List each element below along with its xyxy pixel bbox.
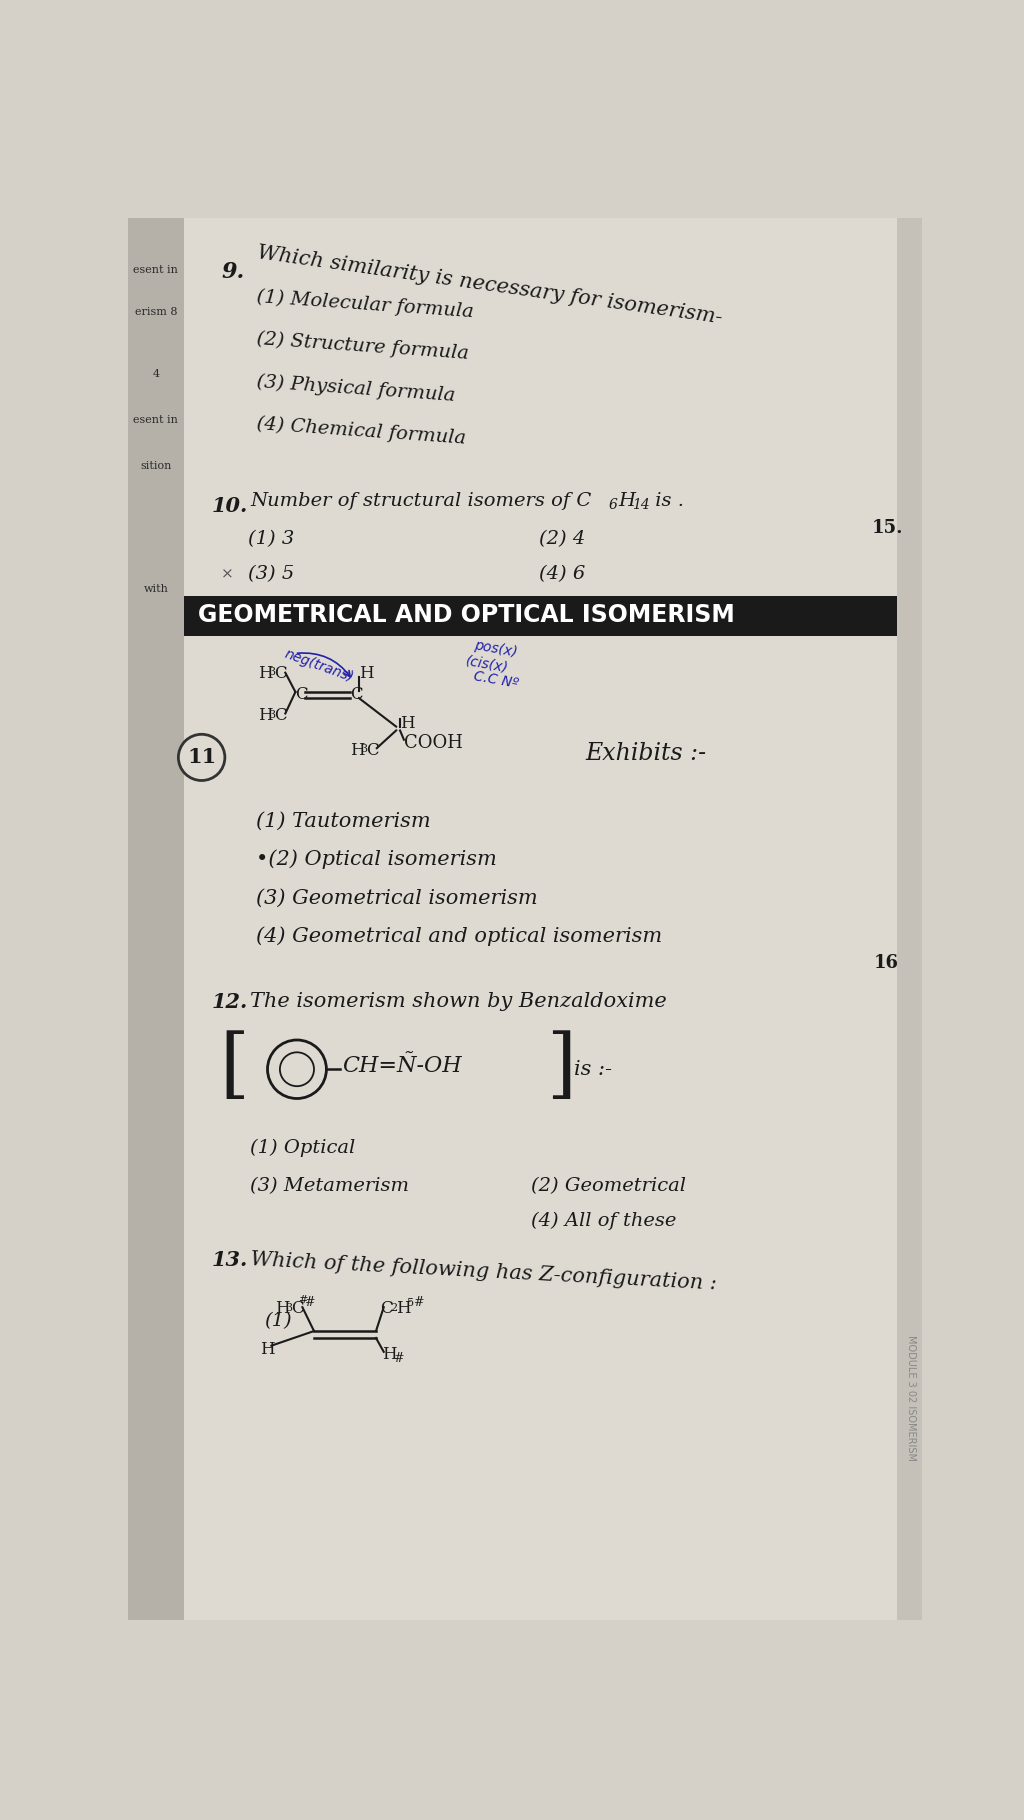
Text: esent in: esent in	[133, 415, 178, 424]
Text: 16: 16	[873, 954, 898, 972]
Text: esent in: esent in	[133, 264, 178, 275]
Text: H: H	[349, 743, 365, 759]
Text: •(2) Optical isomerism: •(2) Optical isomerism	[256, 850, 497, 870]
Text: C: C	[295, 686, 308, 703]
Text: H: H	[258, 664, 272, 682]
Text: with: with	[143, 584, 168, 593]
Circle shape	[178, 733, 225, 781]
Text: 13.: 13.	[212, 1250, 248, 1270]
Text: #: #	[304, 1296, 314, 1309]
Text: 9.: 9.	[221, 260, 245, 282]
Text: (1): (1)	[263, 1312, 291, 1330]
Text: ]: ]	[547, 1030, 577, 1105]
Text: 3: 3	[268, 710, 275, 719]
Text: 5: 5	[407, 1298, 414, 1309]
Text: 14: 14	[632, 499, 649, 511]
Text: sition: sition	[140, 460, 172, 471]
Text: H: H	[400, 715, 415, 732]
Text: 4: 4	[153, 369, 160, 379]
Text: (4) All of these: (4) All of these	[531, 1212, 677, 1230]
Text: CH=Ñ-OH: CH=Ñ-OH	[342, 1056, 462, 1077]
Text: C: C	[380, 1299, 392, 1318]
Text: Which similarity is necessary for isomerism-: Which similarity is necessary for isomer…	[256, 244, 723, 328]
Text: pos(x): pos(x)	[473, 639, 518, 659]
Text: [: [	[219, 1030, 249, 1105]
Text: (2) 4: (2) 4	[539, 530, 585, 548]
Text: C.C Nº: C.C Nº	[473, 668, 520, 690]
Text: erism 8: erism 8	[134, 308, 177, 317]
Text: #: #	[414, 1296, 424, 1309]
Text: H: H	[275, 1299, 290, 1318]
Text: H: H	[382, 1347, 397, 1363]
Text: (3) Geometrical isomerism: (3) Geometrical isomerism	[256, 888, 538, 908]
Text: H: H	[260, 1341, 274, 1358]
Text: C: C	[292, 1299, 304, 1318]
Text: Exhibits :-: Exhibits :-	[586, 743, 707, 764]
Text: Number of structural isomers of C: Number of structural isomers of C	[251, 491, 592, 510]
Text: (1) Molecular formula: (1) Molecular formula	[256, 288, 474, 320]
Text: (4) Geometrical and optical isomerism: (4) Geometrical and optical isomerism	[256, 926, 662, 946]
Text: The isomerism shown by Benzaldoxime: The isomerism shown by Benzaldoxime	[251, 992, 668, 1012]
Text: 2: 2	[390, 1303, 397, 1312]
Text: Which of the following has Z-configuration :: Which of the following has Z-configurati…	[251, 1250, 718, 1294]
Text: 3: 3	[286, 1303, 293, 1312]
Text: (2) Structure formula: (2) Structure formula	[256, 329, 469, 362]
Text: 10.: 10.	[212, 495, 248, 515]
Text: (3) Physical formula: (3) Physical formula	[256, 373, 456, 404]
Text: 11: 11	[187, 748, 216, 768]
Text: COOH: COOH	[403, 733, 463, 752]
Text: (1) Optical: (1) Optical	[251, 1139, 355, 1158]
Text: (4) Chemical formula: (4) Chemical formula	[256, 415, 466, 448]
Text: H: H	[258, 708, 272, 724]
Text: 6: 6	[608, 499, 617, 511]
Text: H: H	[617, 491, 635, 510]
Text: #: #	[299, 1294, 308, 1305]
Text: H: H	[359, 664, 374, 682]
Text: (3) Metamerism: (3) Metamerism	[251, 1178, 410, 1196]
Text: (cis(x): (cis(x)	[465, 653, 510, 675]
Text: GEOMETRICAL AND OPTICAL ISOMERISM: GEOMETRICAL AND OPTICAL ISOMERISM	[198, 604, 734, 628]
Text: is .: is .	[649, 491, 684, 510]
Text: ×: ×	[221, 568, 233, 581]
Text: neg(trans): neg(trans)	[283, 646, 356, 684]
Text: C: C	[274, 664, 287, 682]
Text: is :-: is :-	[573, 1059, 611, 1079]
Text: 3: 3	[359, 744, 367, 753]
Text: (1) 3: (1) 3	[248, 530, 294, 548]
FancyBboxPatch shape	[183, 218, 897, 1620]
Text: C: C	[274, 708, 287, 724]
FancyBboxPatch shape	[128, 218, 183, 1620]
FancyBboxPatch shape	[897, 218, 922, 1620]
Text: #: #	[393, 1352, 403, 1365]
Text: 3: 3	[268, 668, 275, 677]
Text: (2) Geometrical: (2) Geometrical	[531, 1178, 686, 1196]
FancyBboxPatch shape	[183, 595, 897, 635]
Text: H: H	[396, 1299, 411, 1318]
Text: C: C	[349, 686, 362, 703]
Text: MODULE 3 02 ISOMERISM: MODULE 3 02 ISOMERISM	[906, 1334, 915, 1461]
Text: (1) Tautomerism: (1) Tautomerism	[256, 812, 430, 830]
Text: 15.: 15.	[872, 519, 903, 537]
Text: (4) 6: (4) 6	[539, 564, 585, 582]
Text: 12.: 12.	[212, 992, 248, 1012]
Text: C: C	[366, 743, 379, 759]
Text: (3) 5: (3) 5	[248, 564, 294, 582]
